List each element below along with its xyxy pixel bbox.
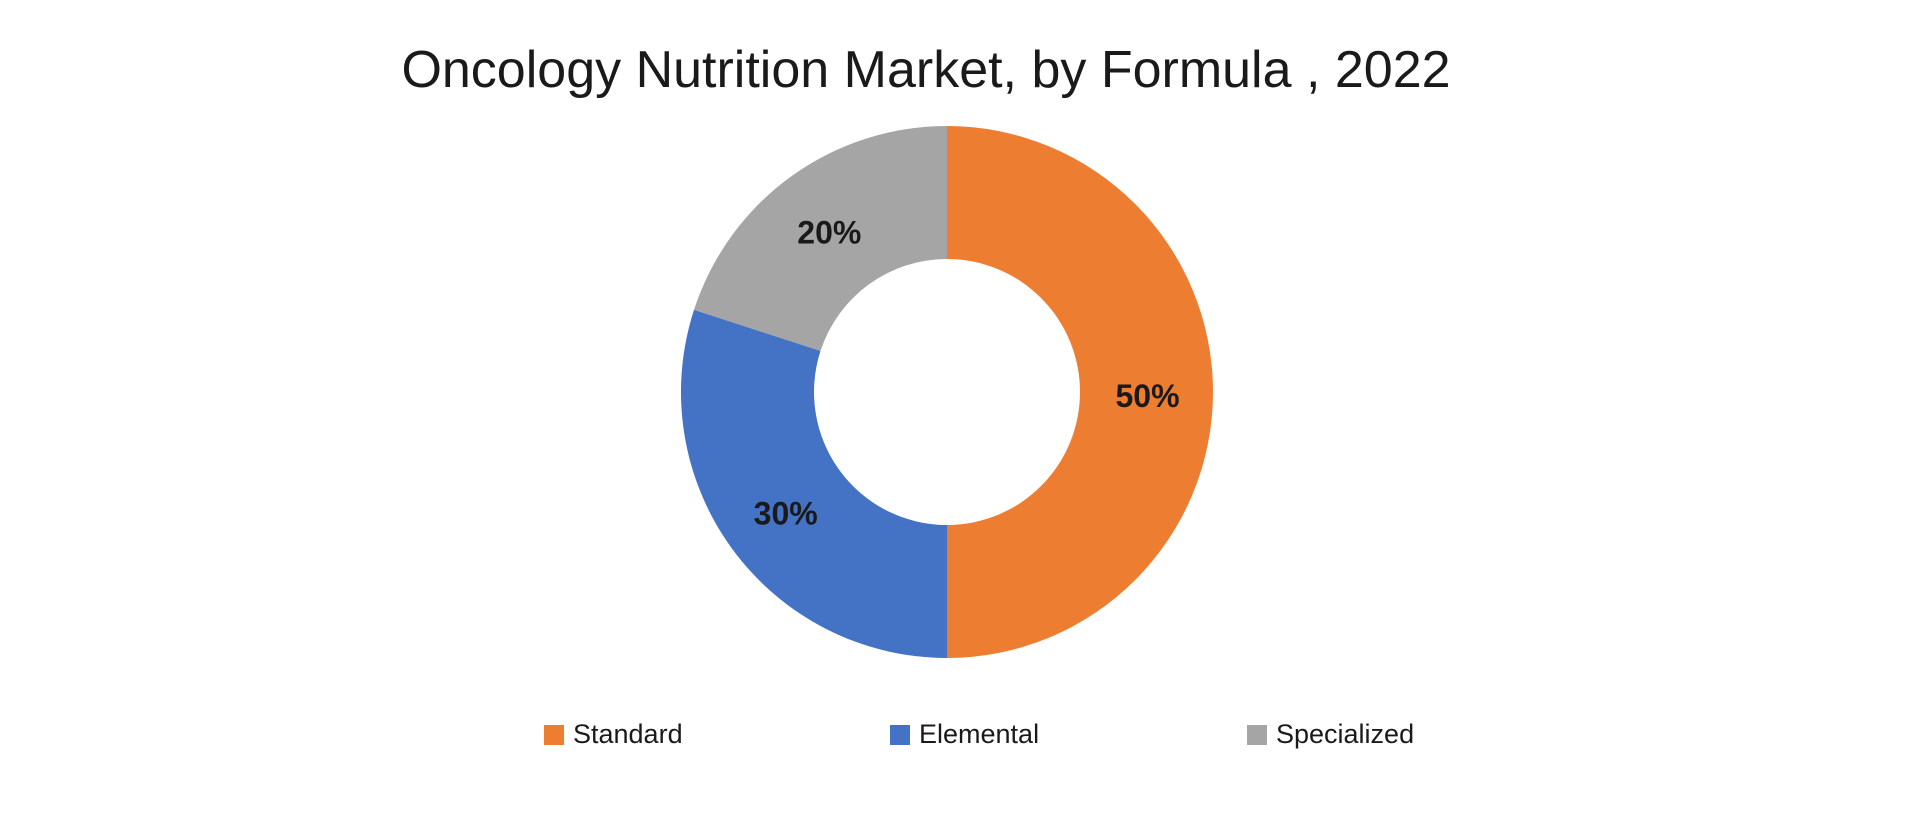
svg-text:20%: 20% [797, 214, 861, 250]
svg-text:50%: 50% [1115, 378, 1179, 414]
svg-text:30%: 30% [754, 495, 818, 531]
